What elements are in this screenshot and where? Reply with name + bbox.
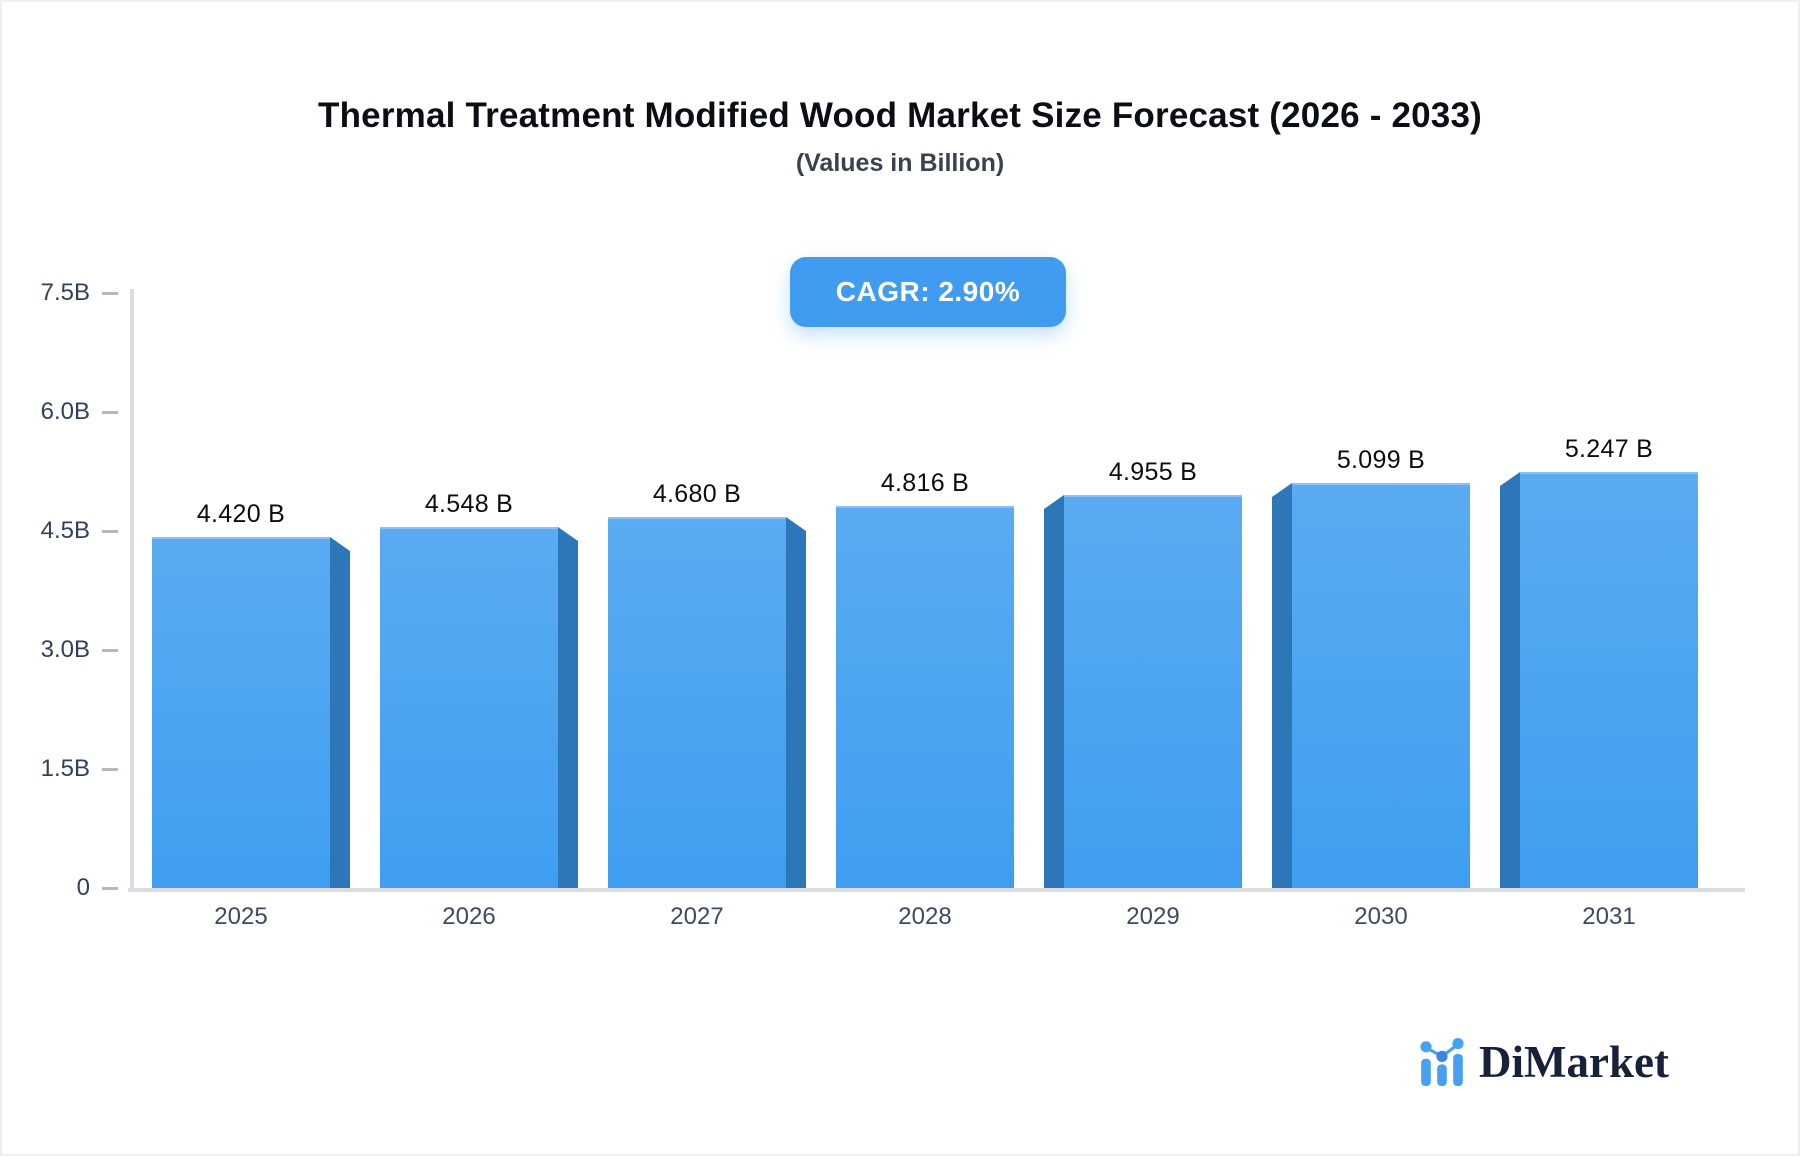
x-tick-label: 2030 <box>1354 903 1408 930</box>
bar <box>1064 495 1242 890</box>
bar <box>608 517 786 890</box>
bar-value-label: 5.099 B <box>1336 446 1426 474</box>
y-tick-label: 6.0B <box>40 398 90 425</box>
x-tick-label: 2028 <box>898 903 952 930</box>
bar-value-label: 4.816 B <box>880 469 970 497</box>
y-tick-label: 4.5B <box>40 517 90 544</box>
bar-side-panel <box>1044 495 1064 890</box>
y-tick-mark <box>102 887 118 890</box>
chart-title: Thermal Treatment Modified Wood Market S… <box>318 96 1482 135</box>
bar <box>1292 483 1470 890</box>
x-axis-baseline <box>128 888 1745 892</box>
cagr-badge: CAGR: 2.90% <box>790 257 1066 327</box>
y-tick-mark <box>102 768 118 771</box>
dimarket-logo: DiMarket <box>1418 1036 1669 1088</box>
chart-subtitle: (Values in Billion) <box>795 149 1005 177</box>
bar <box>152 537 330 890</box>
x-tick-label: 2031 <box>1582 903 1636 930</box>
bar-value-label: 4.420 B <box>196 500 286 528</box>
bar <box>836 506 1014 890</box>
logo-text: DiMarket <box>1479 1036 1669 1087</box>
bar-value-label: 5.247 B <box>1564 435 1654 463</box>
y-tick-mark <box>102 649 118 652</box>
x-tick-label: 2027 <box>670 903 724 930</box>
y-tick-mark <box>102 411 118 414</box>
y-axis-line <box>130 289 134 890</box>
x-tick-label: 2026 <box>442 903 496 930</box>
bar-value-label: 4.548 B <box>424 490 514 518</box>
bar-side-panel <box>1500 472 1520 890</box>
x-tick-label: 2029 <box>1126 903 1180 930</box>
bar-side-panel <box>558 527 578 890</box>
bar-value-label: 4.955 B <box>1108 458 1198 486</box>
y-tick-mark <box>102 292 118 295</box>
bar-side-panel <box>330 537 350 890</box>
y-tick-mark <box>102 530 118 533</box>
x-tick-label: 2025 <box>214 903 268 930</box>
bar-value-label: 4.680 B <box>652 480 742 508</box>
bar-line-chart-icon <box>1420 1038 1464 1086</box>
bar-side-panel <box>786 517 806 890</box>
bar-side-panel <box>1272 483 1292 890</box>
y-tick-label: 0 <box>76 874 90 901</box>
bar <box>380 527 558 890</box>
y-tick-label: 7.5B <box>40 279 90 306</box>
bar <box>1520 472 1698 890</box>
y-tick-label: 1.5B <box>40 755 90 782</box>
y-tick-label: 3.0B <box>40 636 90 663</box>
